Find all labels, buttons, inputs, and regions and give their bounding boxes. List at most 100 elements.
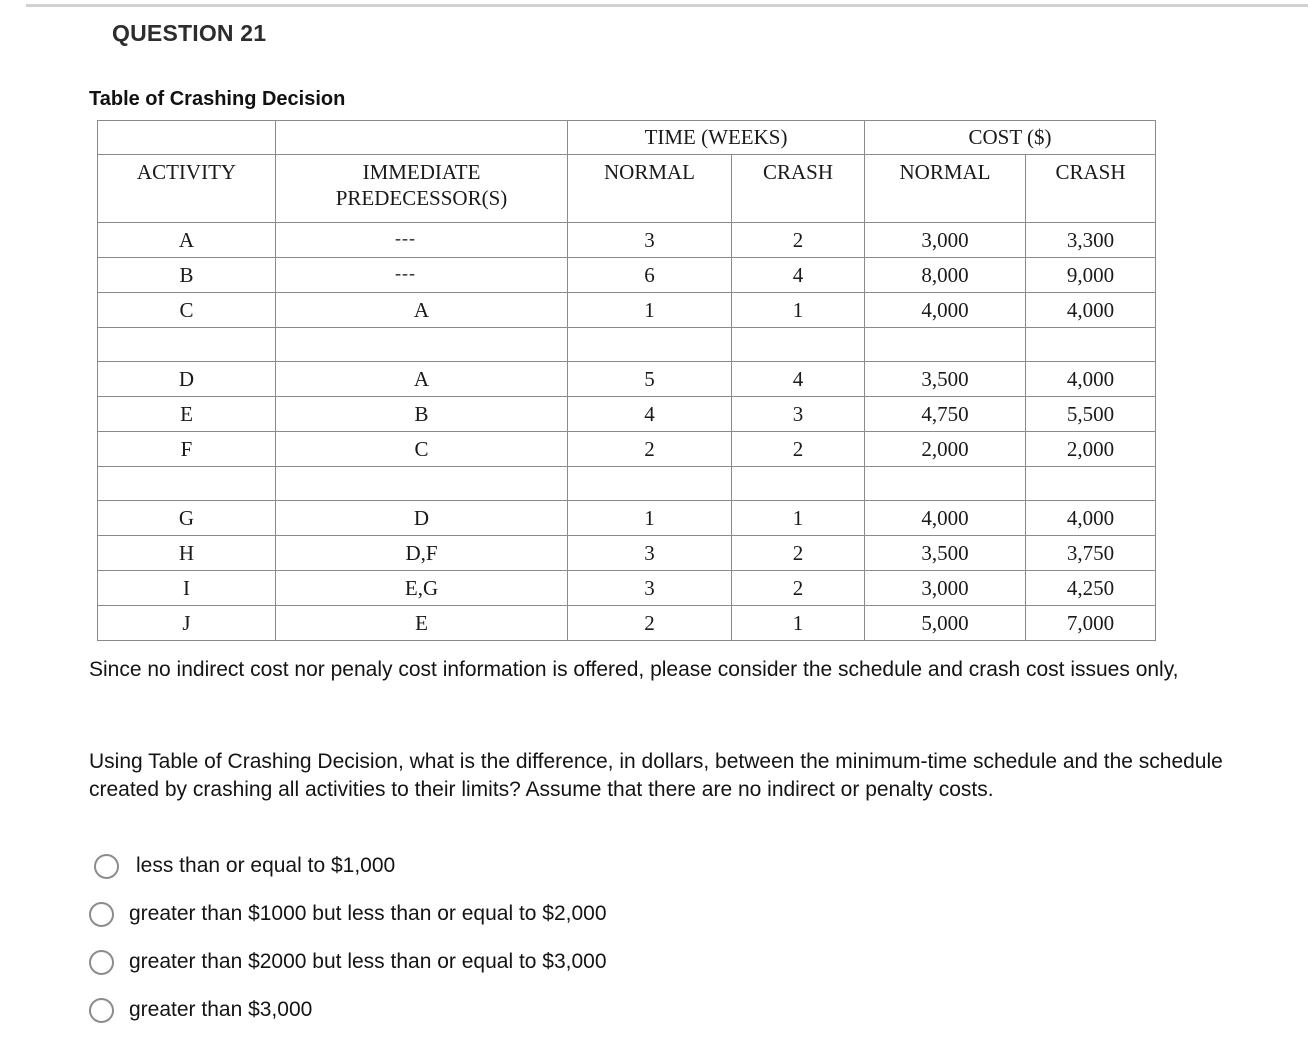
cell-cost-crash: 4,000: [1025, 361, 1157, 397]
table-group-header-row: TIME (WEEKS) COST ($): [97, 120, 1157, 155]
cell-activity: [97, 327, 276, 362]
cell-time-normal: 3: [567, 222, 732, 258]
cell-cost-crash: 4,000: [1025, 500, 1157, 536]
cell-activity: [97, 466, 276, 501]
cell-time-crash: 1: [730, 500, 866, 536]
cell-time-crash: 1: [730, 605, 866, 641]
table-row: J E 2 1 5,000 7,000: [97, 605, 1157, 641]
cell-predecessor: D: [275, 500, 568, 536]
cell-time-crash: [730, 327, 866, 362]
column-header-cost-crash: CRASH: [1025, 154, 1157, 223]
table-row: D A 5 4 3,500 4,000: [97, 361, 1157, 397]
column-header-predecessor-line2: PREDECESSOR(S): [335, 185, 508, 210]
option-label: greater than $3,000: [129, 998, 313, 1021]
cell-cost-crash: [1025, 466, 1157, 501]
cell-time-normal: 5: [567, 361, 732, 397]
cell-cost-normal: 2,000: [864, 431, 1027, 467]
table-caption: Table of Crashing Decision: [89, 88, 346, 110]
cell-time-crash: 4: [730, 361, 866, 397]
column-header-predecessor-line1: IMMEDIATE: [362, 160, 481, 184]
cell-time-normal: 1: [567, 500, 732, 536]
table-row: C A 1 1 4,000 4,000: [97, 292, 1157, 328]
crashing-decision-table: TIME (WEEKS) COST ($) ACTIVITY IMMEDIATE…: [97, 120, 1157, 641]
cell-time-normal: 1: [567, 292, 732, 328]
cell-time-normal: 3: [567, 535, 732, 571]
table-column-header-row: ACTIVITY IMMEDIATE PREDECESSOR(S) NORMAL…: [97, 154, 1157, 223]
cell-predecessor: A: [275, 292, 568, 328]
column-header-cost-normal: NORMAL: [864, 154, 1027, 223]
cell-cost-normal: 4,750: [864, 396, 1027, 432]
cell-time-normal: 4: [567, 396, 732, 432]
cell-cost-normal: 4,000: [864, 500, 1027, 536]
cell-predecessor: [275, 466, 568, 501]
cell-cost-normal: 5,000: [864, 605, 1027, 641]
cell-activity: D: [97, 361, 276, 397]
question-paragraph: Using Table of Crashing Decision, what i…: [89, 750, 1223, 801]
note-paragraph: Since no indirect cost nor penaly cost i…: [89, 658, 1179, 681]
cell-cost-crash: 9,000: [1025, 257, 1157, 293]
cell-time-crash: 2: [730, 222, 866, 258]
table-row: H D,F 3 2 3,500 3,750: [97, 535, 1157, 571]
cell-predecessor: E,G: [275, 570, 568, 606]
cell-time-crash: 4: [730, 257, 866, 293]
cell-cost-crash: 4,250: [1025, 570, 1157, 606]
cell-time-normal: 6: [567, 257, 732, 293]
cell-cost-normal: 8,000: [864, 257, 1027, 293]
table-body: A --- 3 2 3,000 3,300 B --- 6 4 8,000 9,000 C A 1 1 4,00…: [97, 222, 1157, 641]
radio-button-icon[interactable]: [94, 853, 119, 879]
radio-button-icon[interactable]: [89, 949, 114, 975]
cell-predecessor: D,F: [275, 535, 568, 571]
cell-predecessor: ---: [275, 257, 568, 293]
cell-predecessor: ---: [275, 222, 568, 258]
page-title: QUESTION 21: [112, 20, 267, 46]
cell-cost-normal: [864, 327, 1027, 362]
radio-button-icon[interactable]: [89, 997, 114, 1023]
cell-time-normal: 2: [567, 605, 732, 641]
option-row[interactable]: less than or equal to $1,000: [89, 842, 989, 890]
cell-activity: G: [97, 500, 276, 536]
cell-time-crash: 2: [730, 570, 866, 606]
cell-cost-normal: 3,000: [864, 222, 1027, 258]
option-row[interactable]: greater than $1000 but less than or equa…: [89, 890, 989, 938]
cell-cost-crash: 3,750: [1025, 535, 1157, 571]
cell-time-crash: [730, 466, 866, 501]
cell-time-crash: 3: [730, 396, 866, 432]
option-row[interactable]: greater than $2000 but less than or equa…: [89, 938, 989, 986]
group-header-spacer-activity: [97, 120, 276, 155]
cell-activity: E: [97, 396, 276, 432]
cell-cost-crash: 2,000: [1025, 431, 1157, 467]
cell-time-normal: 2: [567, 431, 732, 467]
option-label: less than or equal to $1,000: [136, 854, 396, 877]
column-header-time-normal: NORMAL: [567, 154, 732, 223]
top-divider: [26, 4, 1308, 7]
cell-activity: J: [97, 605, 276, 641]
cell-cost-normal: 4,000: [864, 292, 1027, 328]
radio-button-icon[interactable]: [89, 901, 114, 927]
cell-cost-normal: [864, 466, 1027, 501]
cell-activity: B: [97, 257, 276, 293]
column-header-predecessor: IMMEDIATE PREDECESSOR(S): [275, 154, 568, 223]
cell-predecessor: B: [275, 396, 568, 432]
cell-time-crash: 2: [730, 535, 866, 571]
group-header-cost: COST ($): [864, 120, 1157, 155]
table-row: F C 2 2 2,000 2,000: [97, 431, 1157, 467]
table-row: I E,G 3 2 3,000 4,250: [97, 570, 1157, 606]
cell-cost-normal: 3,500: [864, 535, 1027, 571]
cell-predecessor: C: [275, 431, 568, 467]
cell-activity: H: [97, 535, 276, 571]
no-predecessor-dashes: ---: [395, 262, 416, 283]
cell-activity: C: [97, 292, 276, 328]
cell-cost-crash: 7,000: [1025, 605, 1157, 641]
group-header-spacer-predecessor: [275, 120, 568, 155]
group-header-time: TIME (WEEKS): [566, 120, 866, 155]
cell-predecessor: E: [275, 605, 568, 641]
option-row[interactable]: greater than $3,000: [89, 986, 989, 1034]
cell-cost-crash: 5,500: [1025, 396, 1157, 432]
cell-cost-normal: 3,500: [864, 361, 1027, 397]
cell-cost-crash: 4,000: [1025, 292, 1157, 328]
cell-time-crash: 2: [730, 431, 866, 467]
option-label: greater than $1000 but less than or equa…: [129, 902, 607, 925]
answer-options: less than or equal to $1,000 greater than…: [89, 842, 989, 1034]
table-row: E B 4 3 4,750 5,500: [97, 396, 1157, 432]
cell-time-normal: [567, 327, 732, 362]
